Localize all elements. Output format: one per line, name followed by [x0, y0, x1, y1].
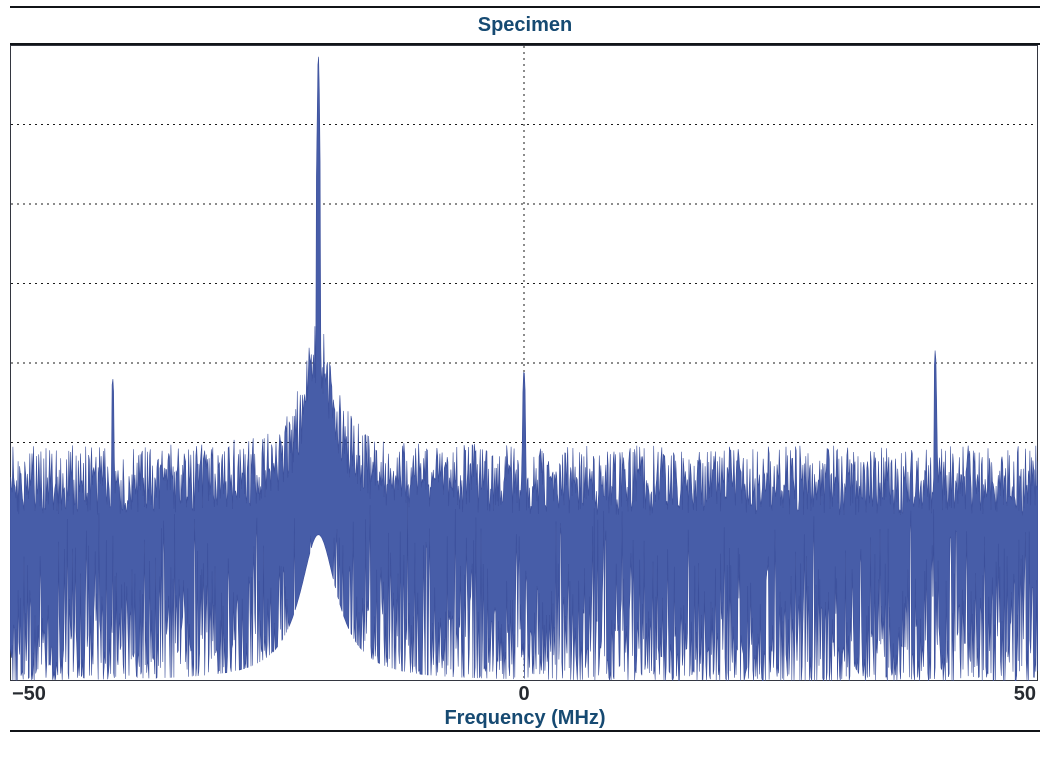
x-tick-label: 0 [518, 683, 529, 706]
x-tick-label: 50 [1014, 683, 1036, 706]
x-axis-label: Frequency (MHz) [10, 707, 1040, 730]
spectrum-trace [10, 57, 1038, 681]
chart-title: Specimen [10, 8, 1040, 43]
rule-bottom [10, 730, 1040, 732]
x-tick-row: −50 0 50 [10, 681, 1038, 707]
x-tick-label: −50 [12, 683, 46, 706]
spectrum-plot [10, 45, 1038, 681]
